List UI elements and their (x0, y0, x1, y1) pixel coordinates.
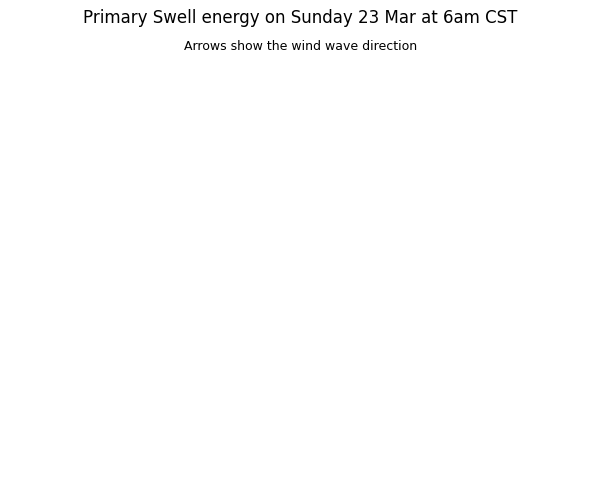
Text: Arrows show the wind wave direction: Arrows show the wind wave direction (184, 40, 417, 53)
Text: Primary Swell energy on Sunday 23 Mar at 6am CST: Primary Swell energy on Sunday 23 Mar at… (84, 9, 517, 27)
Text: cartopy required: cartopy required (243, 265, 358, 279)
